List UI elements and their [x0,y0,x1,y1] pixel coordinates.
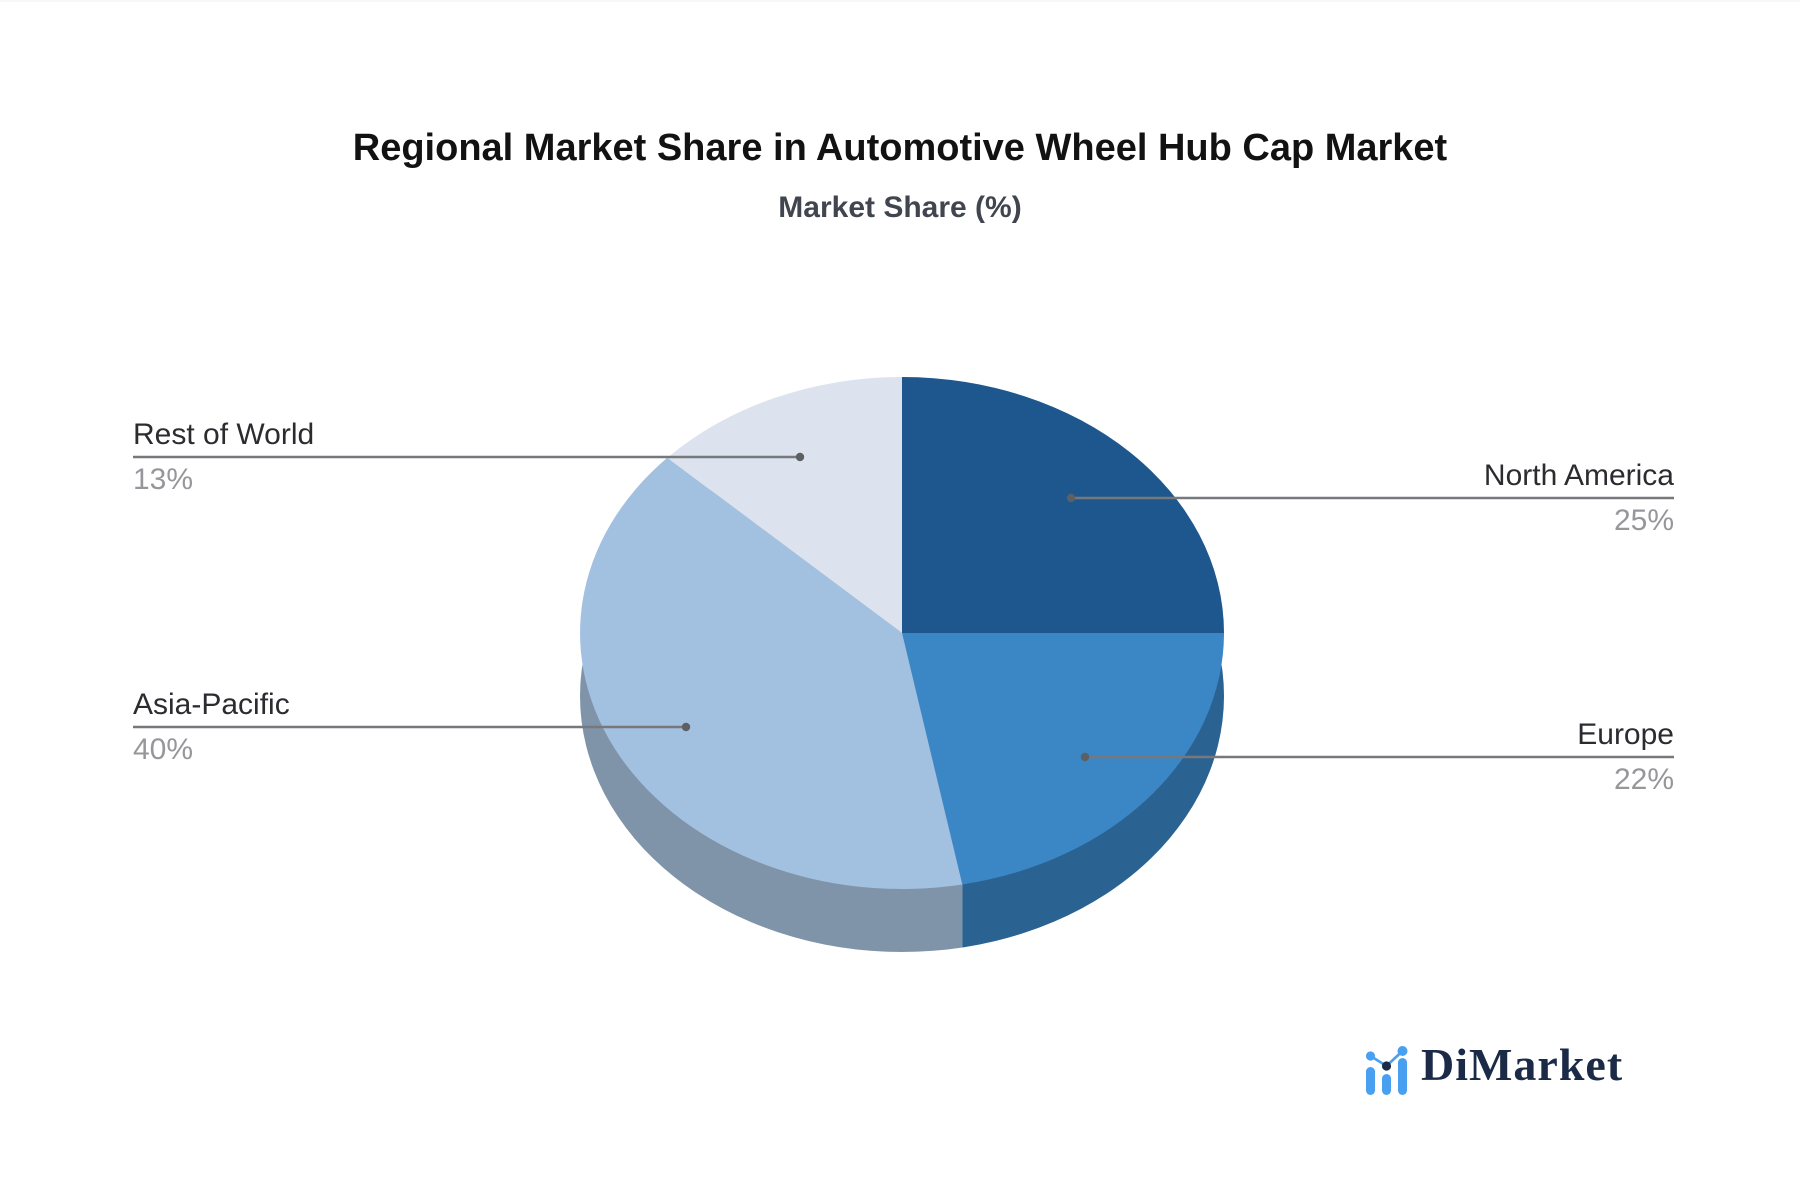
value-asia-pacific: 40% [133,733,194,766]
value-rest-of-world: 13% [133,463,194,496]
leader-dot-north-america [1066,493,1076,503]
label-asia-pacific: Asia-Pacific [133,688,290,721]
label-europe: Europe [1577,718,1674,751]
bar-line-chart-icon [1365,1046,1408,1095]
label-north-america: North America [1483,459,1674,492]
leader-dot-rest-of-world [795,452,805,462]
dimarket-logo: DiMarket [1365,1042,1623,1096]
value-europe: 22% [1613,763,1674,796]
leader-dot-asia-pacific [681,722,691,732]
pie-slice-north-america[interactable] [902,377,1224,633]
chart-subtitle: Market Share (%) [778,191,1022,224]
pie-slice-europe[interactable] [902,633,1224,885]
label-rest-of-world: Rest of World [133,418,315,451]
leader-dot-europe [1080,752,1090,762]
pie-slice-rest-of-world[interactable] [667,377,902,633]
value-north-america: 25% [1613,504,1674,537]
page-top-edge [0,0,1800,2]
chart-title: Regional Market Share in Automotive Whee… [352,127,1448,169]
logo-wordmark: DiMarket [1421,1039,1624,1090]
pie-slice-asia-pacific[interactable] [580,457,963,890]
